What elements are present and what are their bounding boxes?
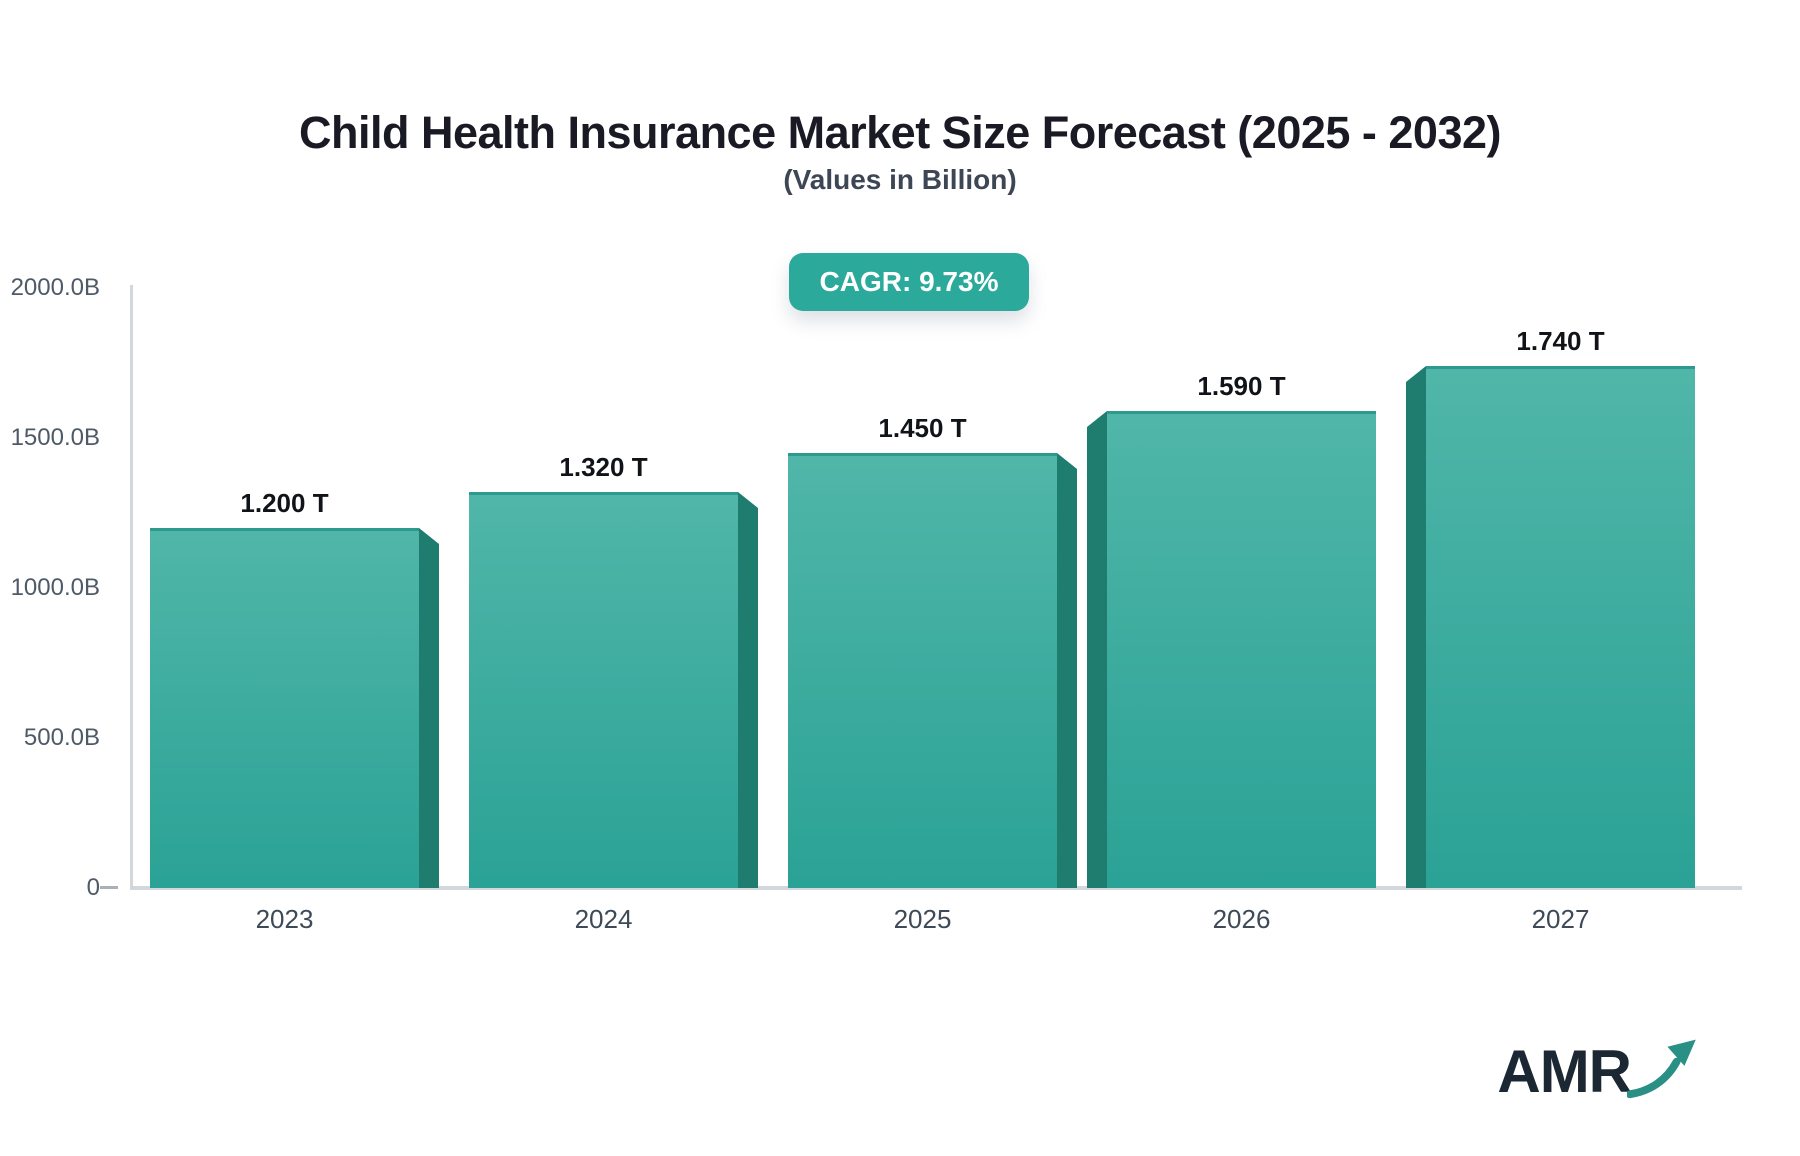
y-tick-label: 1500.0B	[10, 424, 100, 451]
y-tick-label: 2000.0B	[10, 274, 100, 301]
trend-arrow-icon	[1627, 1039, 1696, 1099]
amr-logo: AMR	[1497, 1036, 1705, 1102]
bar-side	[419, 528, 439, 888]
y-tick-label: 1000.0B	[10, 574, 100, 601]
x-axis-label: 2027	[1531, 904, 1590, 934]
amr-logo-text: AMR	[1497, 1038, 1632, 1105]
bar-side	[1057, 453, 1077, 888]
bar-side	[738, 492, 758, 888]
bar	[788, 453, 1057, 888]
bar	[1426, 366, 1695, 888]
page-title: Child Health Insurance Market Size Forec…	[299, 107, 1501, 158]
x-axis-label: 2026	[1212, 904, 1271, 934]
page-subtitle: (Values in Billion)	[783, 164, 1017, 195]
bar-value-label: 1.320 T	[559, 452, 648, 482]
y-axis-line	[130, 285, 133, 890]
x-axis-label: 2023	[255, 904, 314, 934]
bar	[150, 528, 419, 888]
bar	[469, 492, 738, 888]
bar	[1107, 411, 1376, 888]
bar-value-label: 1.740 T	[1516, 326, 1605, 356]
y-tick-label: 0	[86, 874, 100, 901]
y-tick-label: 500.0B	[23, 724, 100, 751]
bar-value-label: 1.200 T	[240, 488, 329, 518]
x-axis-label: 2025	[893, 904, 952, 934]
x-axis-label: 2024	[574, 904, 633, 934]
bar-side	[1087, 411, 1107, 888]
cagr-badge: CAGR: 9.73%	[789, 253, 1029, 311]
zero-tick-mark	[100, 886, 118, 889]
x-axis-line	[130, 886, 1742, 890]
bar-value-label: 1.450 T	[878, 413, 967, 443]
bar-value-label: 1.590 T	[1197, 371, 1286, 401]
bar-side	[1406, 366, 1426, 888]
